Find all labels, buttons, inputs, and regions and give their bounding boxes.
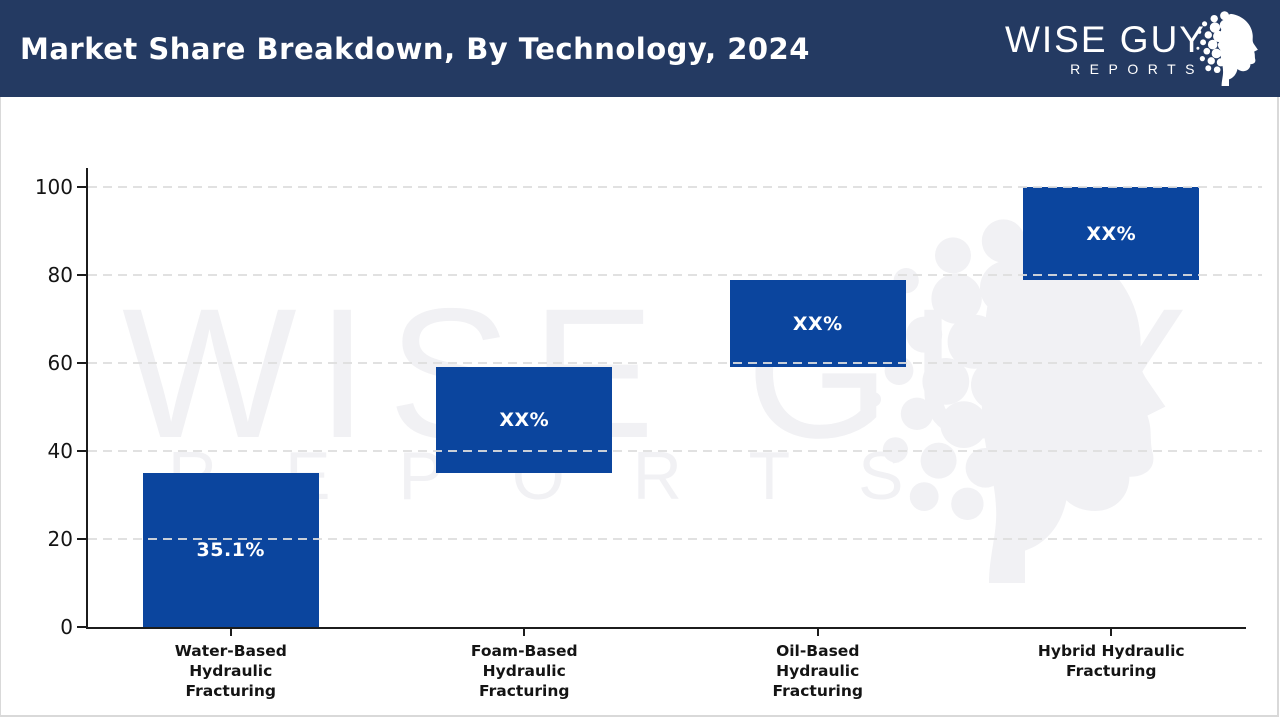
x-tick-label: Hybrid Hydraulic Fracturing — [1038, 641, 1185, 681]
bar-value-label: XX% — [1086, 222, 1137, 245]
y-tick-mark — [77, 538, 86, 540]
gridline — [88, 186, 1262, 188]
header: Market Share Breakdown, By Technology, 2… — [0, 0, 1280, 97]
logo-wordmark: WISE GUY — [1004, 19, 1206, 60]
y-tick-mark — [77, 274, 86, 276]
x-tick-label-line: Fracturing — [1066, 662, 1157, 680]
x-tick-label-line: Hydraulic — [776, 662, 860, 680]
x-tick-mark — [1110, 628, 1113, 636]
bar-value-label: 35.1% — [196, 538, 265, 561]
x-tick-label-line: Fracturing — [185, 682, 276, 700]
y-tick-mark — [77, 362, 86, 364]
watermark-wordmark: WISE GUY — [122, 271, 1208, 477]
gridline — [88, 274, 1262, 276]
bar-value-label: XX% — [499, 408, 550, 431]
bar — [142, 472, 319, 627]
x-tick-label-line: Hybrid Hydraulic — [1037, 642, 1185, 660]
x-tick-label-line: Fracturing — [772, 682, 863, 700]
page-title: Market Share Breakdown, By Technology, 2… — [20, 31, 810, 66]
x-tick-label-line: Water-Based — [174, 642, 287, 660]
x-tick-label-line: Fracturing — [479, 682, 570, 700]
logo-head-icon — [1196, 11, 1258, 87]
x-tick-mark — [523, 628, 526, 636]
gridline — [88, 450, 1262, 452]
x-tick-label-line: Hydraulic — [482, 662, 566, 680]
x-axis-spine — [86, 627, 1246, 629]
x-tick-label-line: Oil-Based — [776, 642, 860, 660]
x-tick-label: Oil-Based Hydraulic Fracturing — [773, 641, 863, 701]
brand-logo: WISE GUY REPORTS — [1005, 6, 1266, 92]
y-tick-label: 80 — [47, 263, 73, 287]
y-tick-mark — [77, 450, 86, 452]
x-tick-label: Water-Based Hydraulic Fracturing — [175, 641, 287, 701]
y-tick-label: 100 — [34, 175, 73, 199]
y-tick-label: 40 — [47, 439, 73, 463]
x-tick-label: Foam-Based Hydraulic Fracturing — [471, 641, 578, 701]
waterfall-chart: WISE GUY REPORTS 35.1% XX% XX% XX% 0 20 40 60 80… — [0, 97, 1280, 720]
x-tick-label-line: Hydraulic — [189, 662, 273, 680]
y-tick-label: 60 — [47, 351, 73, 375]
gridline — [88, 538, 1262, 540]
x-tick-mark — [816, 628, 819, 636]
bar-value-label: XX% — [792, 312, 843, 335]
y-tick-mark — [77, 626, 86, 628]
y-tick-mark — [77, 186, 86, 188]
bar — [436, 367, 613, 473]
y-tick-label: 0 — [60, 615, 73, 639]
x-tick-mark — [229, 628, 232, 636]
logo-subtitle: REPORTS — [1070, 61, 1204, 77]
y-axis-spine — [86, 168, 88, 629]
gridline — [88, 362, 1262, 364]
brand-logo-text: WISE GUY REPORTS — [1005, 21, 1206, 77]
x-tick-label-line: Foam-Based — [470, 642, 578, 660]
y-tick-label: 20 — [47, 527, 73, 551]
